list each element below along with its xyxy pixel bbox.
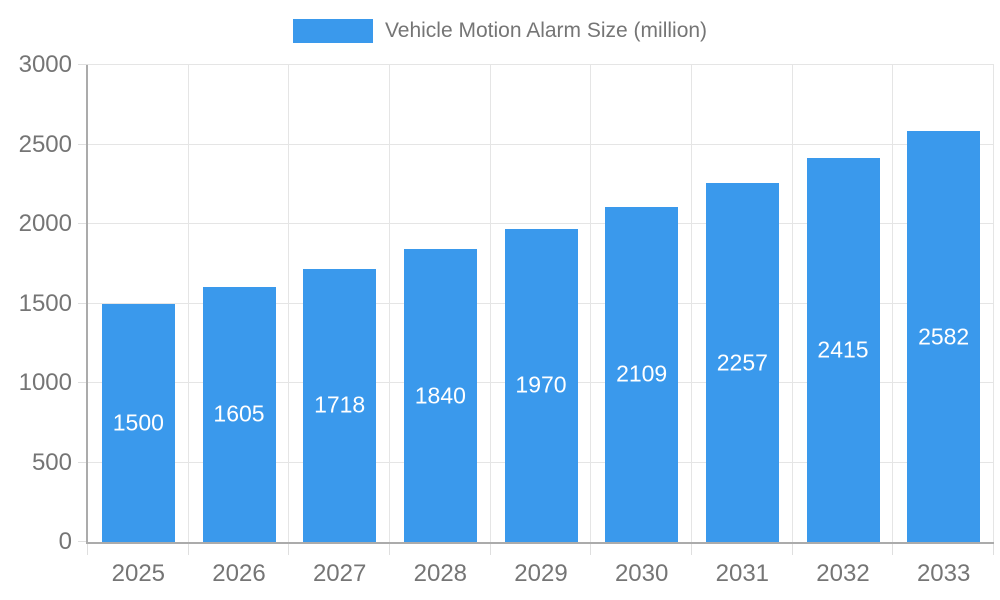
gridline-vertical bbox=[590, 65, 592, 542]
y-tick-mark bbox=[78, 382, 88, 383]
bar-2025[interactable]: 1500 bbox=[101, 303, 175, 542]
x-tick-label: 2033 bbox=[916, 560, 971, 587]
y-tick-label: 2000 bbox=[18, 210, 72, 237]
y-tick-label: 2500 bbox=[18, 130, 72, 158]
y-tick-mark bbox=[78, 64, 88, 65]
y-tick-label: 0 bbox=[58, 528, 72, 555]
bar-2028[interactable]: 1840 bbox=[403, 249, 477, 542]
bar-value-label: 2582 bbox=[918, 323, 970, 350]
x-tick-label: 2027 bbox=[312, 560, 367, 587]
gridline-horizontal bbox=[88, 223, 994, 224]
y-tick-label: 1500 bbox=[18, 289, 72, 317]
x-tick-mark bbox=[892, 542, 894, 555]
x-tick-mark bbox=[590, 542, 592, 555]
legend-swatch bbox=[292, 18, 373, 43]
bar-value-label: 1500 bbox=[112, 409, 164, 436]
gridline-vertical bbox=[993, 65, 994, 542]
bar-2030[interactable]: 2109 bbox=[605, 206, 679, 542]
legend-label: Vehicle Motion Alarm Size (million) bbox=[384, 19, 708, 42]
bar-value-label: 1605 bbox=[213, 400, 265, 427]
x-tick-label: 2031 bbox=[715, 560, 770, 587]
gridline-horizontal bbox=[88, 143, 994, 145]
y-tick-mark bbox=[78, 223, 88, 224]
x-tick-mark bbox=[187, 542, 189, 555]
bar-2032[interactable]: 2415 bbox=[806, 158, 880, 542]
gridline-vertical bbox=[288, 65, 290, 542]
y-tick-mark bbox=[78, 302, 88, 304]
x-tick-label: 2032 bbox=[816, 560, 870, 587]
y-tick-mark bbox=[78, 143, 88, 145]
x-tick-label: 2028 bbox=[413, 560, 468, 587]
gridline-horizontal bbox=[88, 64, 994, 65]
y-tick-mark bbox=[78, 541, 88, 542]
x-tick-mark bbox=[87, 542, 88, 555]
legend-item[interactable]: Vehicle Motion Alarm Size (million) bbox=[292, 17, 708, 44]
gridline-vertical bbox=[691, 65, 692, 542]
y-tick-label: 500 bbox=[31, 448, 72, 476]
y-tick-label: 1000 bbox=[18, 369, 72, 396]
y-axis-line bbox=[86, 65, 88, 542]
y-tick-mark bbox=[78, 461, 88, 463]
x-axis-line bbox=[86, 542, 994, 544]
gridline-vertical bbox=[187, 65, 189, 542]
chart-legend: Vehicle Motion Alarm Size (million) bbox=[0, 17, 1000, 44]
x-tick-label: 2029 bbox=[514, 560, 568, 587]
bar-2026[interactable]: 1605 bbox=[202, 286, 276, 542]
bar-value-label: 2415 bbox=[817, 336, 869, 363]
bar-2031[interactable]: 2257 bbox=[705, 183, 779, 542]
x-tick-mark bbox=[389, 542, 390, 555]
y-tick-label: 3000 bbox=[18, 51, 72, 78]
gridline-vertical bbox=[389, 65, 390, 542]
x-tick-mark bbox=[791, 542, 793, 555]
bar-2033[interactable]: 2582 bbox=[907, 131, 981, 542]
bar-2029[interactable]: 1970 bbox=[504, 228, 578, 542]
x-tick-mark bbox=[288, 542, 290, 555]
x-tick-label: 2026 bbox=[212, 560, 266, 587]
bar-2027[interactable]: 1718 bbox=[303, 268, 377, 542]
x-tick-mark bbox=[993, 542, 994, 555]
bar-value-label: 1840 bbox=[414, 382, 466, 409]
bar-value-label: 2257 bbox=[716, 349, 768, 376]
x-tick-label: 2030 bbox=[614, 560, 669, 587]
x-tick-label: 2025 bbox=[111, 560, 166, 587]
gridline-vertical bbox=[489, 65, 491, 542]
bar-value-label: 1970 bbox=[515, 371, 567, 398]
x-tick-mark bbox=[691, 542, 692, 555]
gridline-vertical bbox=[892, 65, 894, 542]
bar-value-label: 1718 bbox=[314, 391, 366, 418]
gridline-vertical bbox=[791, 65, 793, 542]
x-tick-mark bbox=[489, 542, 491, 555]
bar-value-label: 2109 bbox=[616, 360, 668, 387]
